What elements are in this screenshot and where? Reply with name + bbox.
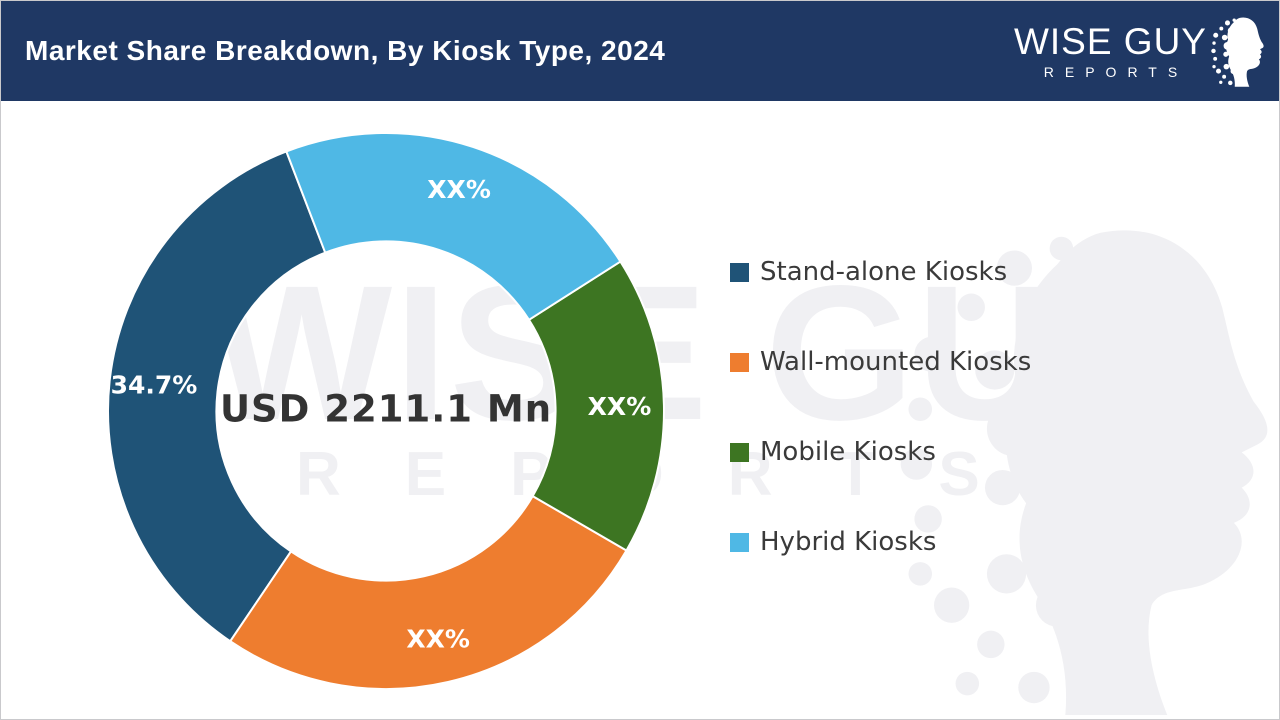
legend-item-wall-mounted-kiosks[interactable]: Wall-mounted Kiosks (730, 346, 1031, 378)
report-header: Market Share Breakdown, By Kiosk Type, 2… (1, 1, 1279, 101)
logo-wordmark: WISE GUY REPORTS (1014, 23, 1207, 80)
logo-brand-text: WISE GUY (1013, 20, 1207, 62)
legend-swatch-stand-alone-kiosks (730, 262, 749, 282)
logo-reports-text: REPORTS (1043, 63, 1189, 80)
donut-segment-wall-mounted-kiosks[interactable] (229, 495, 628, 690)
legend-item-hybrid-kiosks[interactable]: Hybrid Kiosks (730, 526, 1031, 558)
legend-label-stand-alone-kiosks: Stand-alone Kiosks (760, 257, 1008, 287)
legend-item-mobile-kiosks[interactable]: Mobile Kiosks (730, 436, 1031, 468)
report-title: Market Share Breakdown, By Kiosk Type, 2… (25, 35, 666, 66)
legend-swatch-hybrid-kiosks (730, 532, 749, 552)
legend-label-mobile-kiosks: Mobile Kiosks (760, 437, 936, 467)
legend-label-hybrid-kiosks: Hybrid Kiosks (760, 527, 937, 557)
legend-swatch-mobile-kiosks (730, 442, 749, 462)
donut-segment-stand-alone-kiosks[interactable] (107, 150, 327, 643)
legend-label-wall-mounted-kiosks: Wall-mounted Kiosks (760, 347, 1032, 377)
legend: Stand-alone Kiosks Wall-mounted Kiosks Mob… (730, 256, 1031, 616)
chart-center-value: USD 2211.1 Mn (219, 387, 553, 431)
legend-swatch-wall-mounted-kiosks (730, 352, 749, 372)
legend-item-stand-alone-kiosks[interactable]: Stand-alone Kiosks (730, 256, 1031, 288)
donut-segment-hybrid-kiosks[interactable] (285, 132, 622, 321)
wiseguy-logo: WISE GUY REPORTS (1014, 15, 1265, 88)
